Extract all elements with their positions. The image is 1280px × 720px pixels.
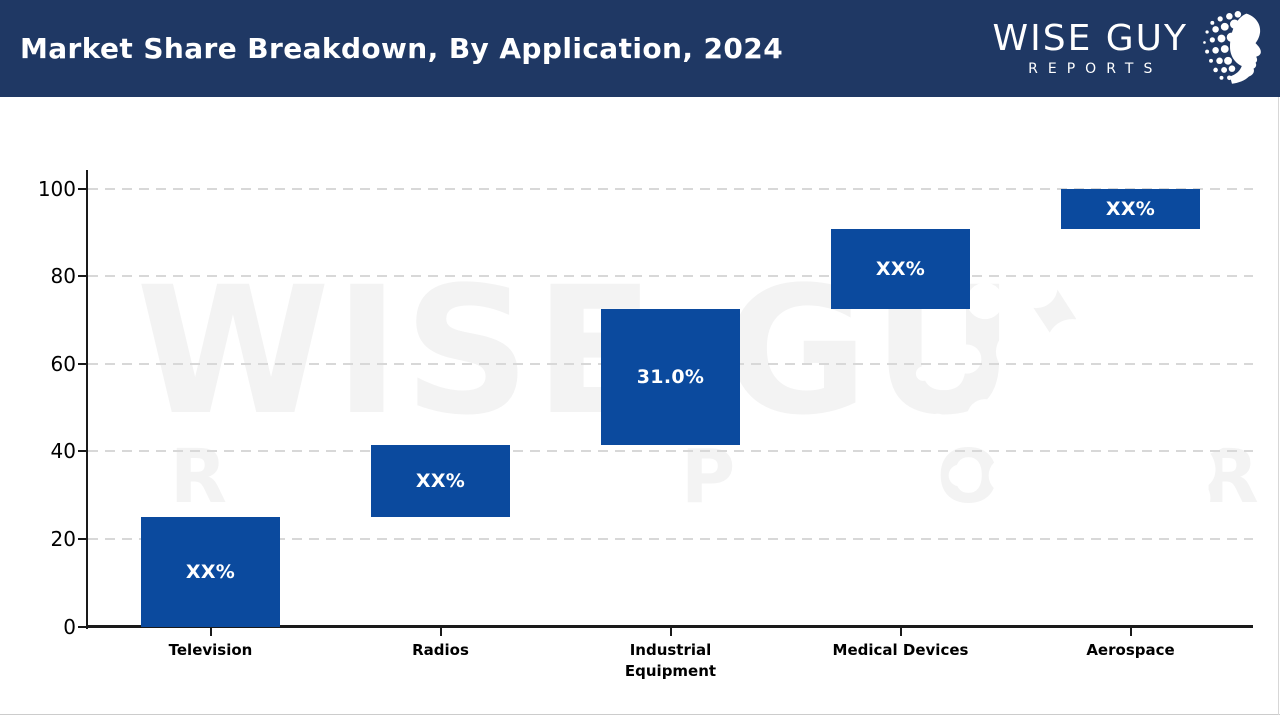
card-border-right <box>1278 97 1279 715</box>
y-tick-mark-80 <box>78 275 86 278</box>
x-tick-mark-aerospace <box>1129 627 1132 636</box>
x-axis-label-television: Television <box>168 640 253 659</box>
bar-value-label-medical-devices: XX% <box>875 258 926 281</box>
x-axis-label-aerospace: Aerospace <box>1086 640 1175 659</box>
x-tick-mark-industrial-equipment <box>669 627 672 636</box>
bar-aerospace: XX% <box>1061 188 1200 229</box>
wiseguy-logo-text: WISE GUY REPORTS <box>992 18 1189 77</box>
gridline-80 <box>88 275 1253 278</box>
card-border-bottom <box>0 714 1280 715</box>
y-tick-label-40: 40 <box>50 439 76 464</box>
x-axis-line <box>86 625 1253 628</box>
wiseguy-face-icon <box>1203 10 1261 84</box>
bar-value-label-industrial-equipment: 31.0% <box>636 366 705 389</box>
bar-value-label-aerospace: XX% <box>1105 197 1156 220</box>
bar-industrial-equipment: 31.0% <box>601 309 740 446</box>
y-axis-line <box>86 170 88 629</box>
page-title: Market Share Breakdown, By Application, … <box>20 32 784 65</box>
gridline-40 <box>88 450 1253 453</box>
x-tick-mark-television <box>209 627 212 636</box>
y-tick-mark-0 <box>78 625 86 628</box>
bar-value-label-radios: XX% <box>415 470 466 493</box>
y-tick-mark-40 <box>78 450 86 453</box>
x-axis-label-radios: Radios <box>412 640 469 659</box>
y-tick-label-60: 60 <box>50 351 76 376</box>
bar-value-label-television: XX% <box>185 560 236 583</box>
y-tick-label-100: 100 <box>37 176 76 201</box>
bar-television: XX% <box>141 517 280 627</box>
y-tick-mark-60 <box>78 362 86 365</box>
x-axis-label-medical-devices: Medical Devices <box>832 640 969 659</box>
gridline-20 <box>88 537 1253 540</box>
header-bar: Market Share Breakdown, By Application, … <box>0 0 1280 97</box>
bar-radios: XX% <box>371 445 510 517</box>
x-axis-label-industrial-equipment: Industrial Equipment <box>624 640 717 680</box>
logo-title: WISE GUY <box>992 18 1188 59</box>
y-tick-label-20: 20 <box>50 526 76 551</box>
wiseguy-logo: WISE GUY REPORTS <box>993 6 1267 92</box>
y-tick-label-80: 80 <box>50 264 76 289</box>
y-tick-mark-20 <box>78 537 86 540</box>
bar-medical-devices: XX% <box>831 228 970 310</box>
logo-subtitle: REPORTS <box>1028 61 1163 77</box>
x-tick-mark-medical-devices <box>899 627 902 636</box>
y-tick-label-0: 0 <box>63 614 76 639</box>
x-tick-mark-radios <box>439 627 442 636</box>
gridline-100 <box>88 187 1253 190</box>
y-tick-mark-100 <box>78 187 86 190</box>
